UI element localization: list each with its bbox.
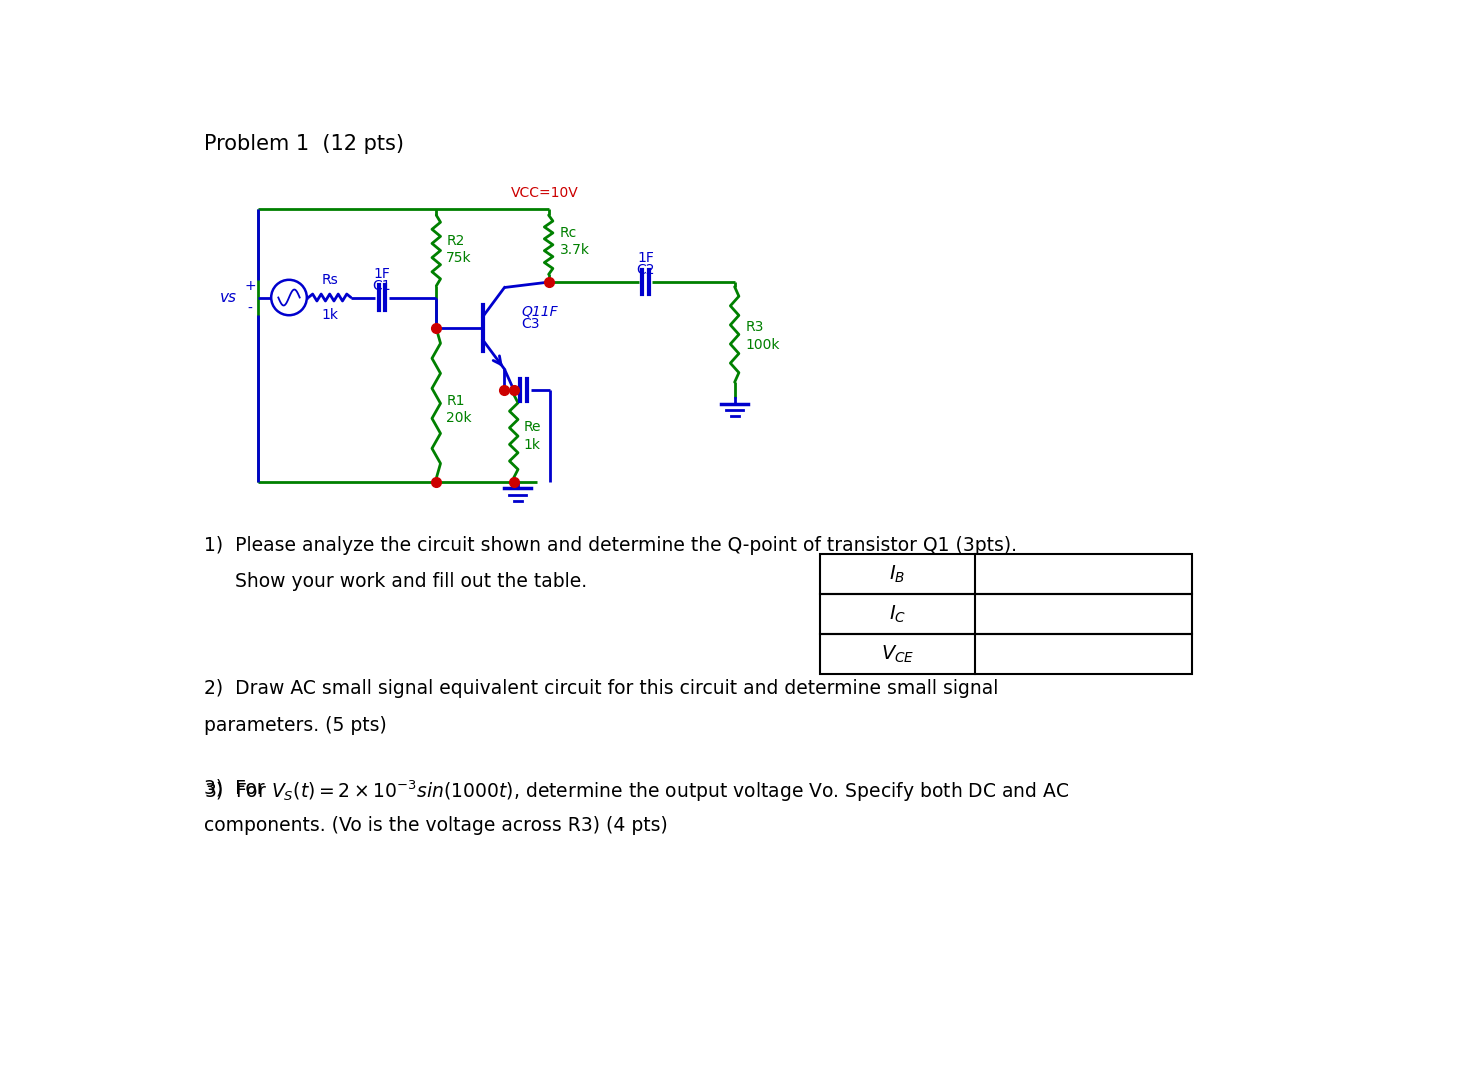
Text: Rc
3.7k: Rc 3.7k <box>559 226 590 258</box>
Text: R2
75k: R2 75k <box>447 234 472 265</box>
Text: VCC=10V: VCC=10V <box>510 186 578 200</box>
Text: R1
20k: R1 20k <box>447 393 472 425</box>
Bar <box>820 634 1192 674</box>
Text: 3)  For: 3) For <box>204 779 270 798</box>
Text: Rs: Rs <box>322 274 338 288</box>
Text: 2)  Draw AC small signal equivalent circuit for this circuit and determine small: 2) Draw AC small signal equivalent circu… <box>204 679 999 698</box>
Text: C3: C3 <box>522 318 540 332</box>
Text: parameters. (5 pts): parameters. (5 pts) <box>204 715 386 735</box>
Text: +: + <box>245 279 257 293</box>
Text: components. (Vo is the voltage across R3) (4 pts): components. (Vo is the voltage across R3… <box>204 816 668 834</box>
Bar <box>820 554 1192 594</box>
Bar <box>820 594 1192 634</box>
Text: 3)  For $V_S(t)=2\times10^{-3}sin(1000t)$, determine the output voltage Vo. Spec: 3) For $V_S(t)=2\times10^{-3}sin(1000t)$… <box>204 779 1069 804</box>
Text: 1F: 1F <box>373 266 391 280</box>
Text: $I_C$: $I_C$ <box>889 604 906 625</box>
Text: $I_B$: $I_B$ <box>889 563 906 584</box>
Text: $V_{CE}$: $V_{CE}$ <box>881 643 914 665</box>
Text: Show your work and fill out the table.: Show your work and fill out the table. <box>235 572 587 592</box>
Text: vs: vs <box>220 290 237 305</box>
Text: 1k: 1k <box>322 307 338 321</box>
Text: Problem 1  (12 pts): Problem 1 (12 pts) <box>204 133 404 154</box>
Text: 1F: 1F <box>637 251 653 265</box>
Text: C2: C2 <box>636 263 655 277</box>
Text: Re
1k: Re 1k <box>524 420 541 452</box>
Text: Q11F: Q11F <box>522 304 558 318</box>
Text: 1)  Please analyze the circuit shown and determine the Q-point of transistor Q1 : 1) Please analyze the circuit shown and … <box>204 536 1016 555</box>
Text: -: - <box>248 302 252 316</box>
Text: C1: C1 <box>373 279 391 293</box>
Text: R3
100k: R3 100k <box>745 320 780 351</box>
